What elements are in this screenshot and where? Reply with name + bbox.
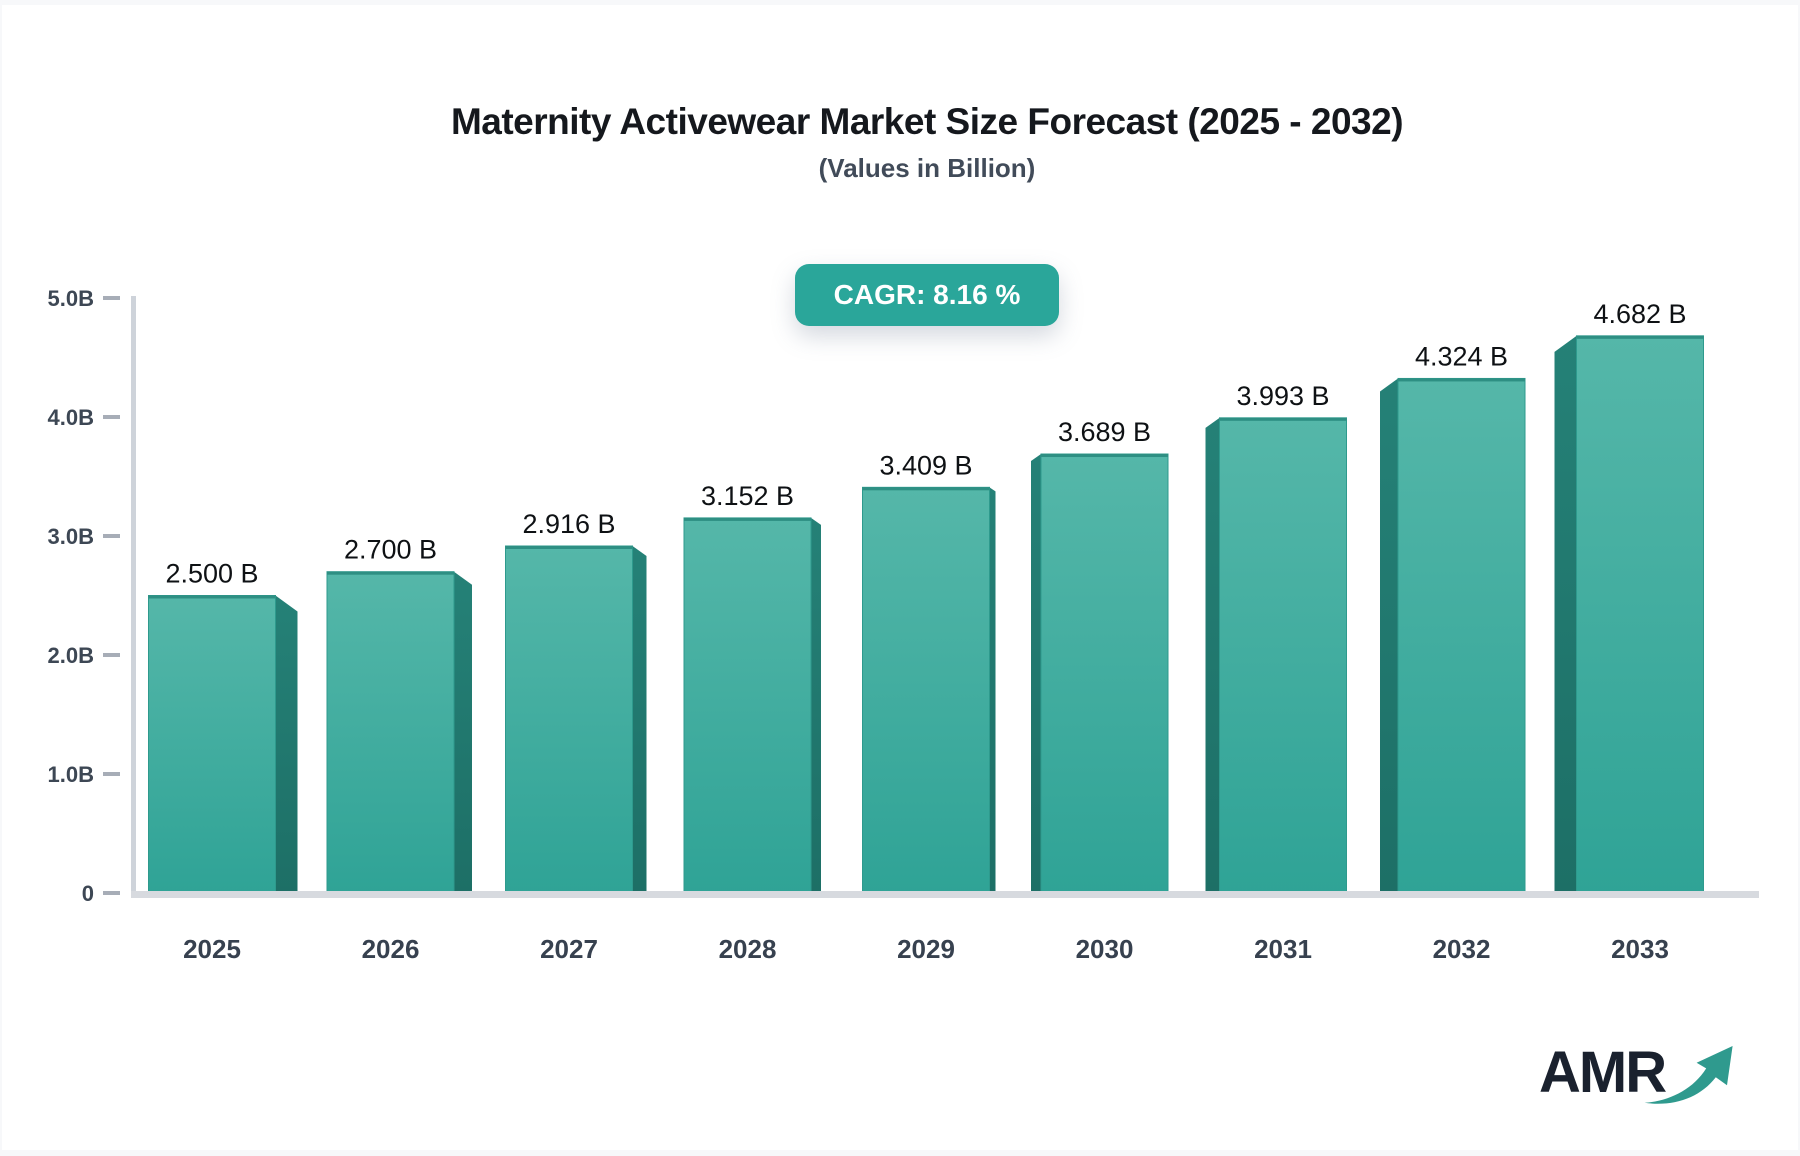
bar-front-face <box>862 486 990 894</box>
bar-top-edge <box>1041 454 1168 458</box>
y-tick-label: 2.0B <box>48 643 94 668</box>
x-tick-label: 2031 <box>1254 934 1312 964</box>
trend-up-arrow-icon <box>1644 1046 1733 1104</box>
chart-subtitle: (Values in Billion) <box>818 153 1036 183</box>
bar-2027: 2.916 B 2027 <box>505 509 647 964</box>
y-tick-mark <box>103 891 120 895</box>
y-tick-label: 3.0B <box>48 524 94 549</box>
bar-top-edge <box>505 545 633 549</box>
bar-2028: 3.152 B 2028 <box>683 481 821 964</box>
bar-2031: 3.993 B 2031 <box>1205 381 1347 964</box>
y-tick-label: 1.0B <box>48 762 94 787</box>
y-tick-label: 5.0B <box>48 286 94 311</box>
amr-logo: AMR <box>1539 1033 1769 1128</box>
y-axis-line <box>131 296 136 893</box>
bar-side-face <box>1031 454 1041 893</box>
x-tick-label: 2027 <box>540 934 598 964</box>
bar-2033: 4.682 B 2033 <box>1554 299 1704 964</box>
y-tick-mark <box>103 296 120 300</box>
bar-side-face <box>1205 417 1220 893</box>
bar-2026: 2.700 B 2026 <box>326 535 472 964</box>
bar-top-edge <box>1398 378 1525 382</box>
bar-value-label: 3.152 B <box>701 481 794 511</box>
bar-side-face <box>1554 335 1577 893</box>
bar-value-label: 2.500 B <box>165 559 258 589</box>
x-tick-label: 2025 <box>183 934 241 964</box>
bar-front-face <box>505 545 633 894</box>
bar-side-face <box>275 595 298 893</box>
bar-2032: 4.324 B 2032 <box>1380 341 1526 964</box>
y-tick-label: 4.0B <box>48 405 94 430</box>
y-tick-mark <box>103 772 120 776</box>
bar-value-label: 4.324 B <box>1415 341 1508 371</box>
x-tick-label: 2033 <box>1611 934 1669 964</box>
bar-top-edge <box>862 487 990 491</box>
x-tick-label: 2029 <box>897 934 955 964</box>
bar-value-label: 4.682 B <box>1593 299 1686 329</box>
chart-card: Maternity Activewear Market Size Forecas… <box>2 5 1798 1150</box>
bar-value-label: 3.993 B <box>1236 381 1329 411</box>
bar-value-label: 3.409 B <box>879 450 972 480</box>
bar-top-edge <box>148 595 276 599</box>
bar-front-face <box>1040 453 1169 894</box>
bar-value-label: 3.689 B <box>1058 417 1151 447</box>
bar-front-face <box>326 571 455 894</box>
y-tick-mark <box>103 415 120 419</box>
bar-side-face <box>454 571 472 893</box>
bar-2030: 3.689 B 2030 <box>1031 417 1169 964</box>
bar-front-face <box>1576 335 1704 894</box>
x-tick-label: 2030 <box>1076 934 1134 964</box>
bar-value-label: 2.916 B <box>522 509 615 539</box>
y-tick-mark <box>103 653 120 657</box>
x-tick-label: 2026 <box>362 934 420 964</box>
cagr-badge: CAGR: 8.16 % <box>795 264 1059 326</box>
bar-2025: 2.500 B 2025 <box>148 559 298 964</box>
bar-front-face <box>148 595 276 894</box>
y-tick-label: 0 <box>82 881 94 906</box>
x-axis-line <box>131 891 1759 898</box>
bar-top-edge <box>1576 335 1704 339</box>
bar-top-edge <box>1219 417 1347 421</box>
chart-title: Maternity Activewear Market Size Forecas… <box>450 101 1404 142</box>
bar-side-face <box>632 545 647 893</box>
bar-side-face <box>989 487 996 893</box>
bar-top-edge <box>684 517 811 521</box>
bar-front-face <box>1397 377 1526 894</box>
bar-value-label: 2.700 B <box>344 535 437 565</box>
bar-side-face <box>811 517 821 893</box>
bar-top-edge <box>327 571 454 575</box>
y-tick-mark <box>103 534 120 538</box>
bar-side-face <box>1380 378 1398 894</box>
bar-2029: 3.409 B 2029 <box>862 450 996 964</box>
bar-front-face <box>683 517 812 894</box>
bar-front-face <box>1219 417 1347 894</box>
amr-logo-text: AMR <box>1539 1040 1667 1105</box>
x-tick-label: 2032 <box>1433 934 1491 964</box>
x-tick-label: 2028 <box>719 934 777 964</box>
